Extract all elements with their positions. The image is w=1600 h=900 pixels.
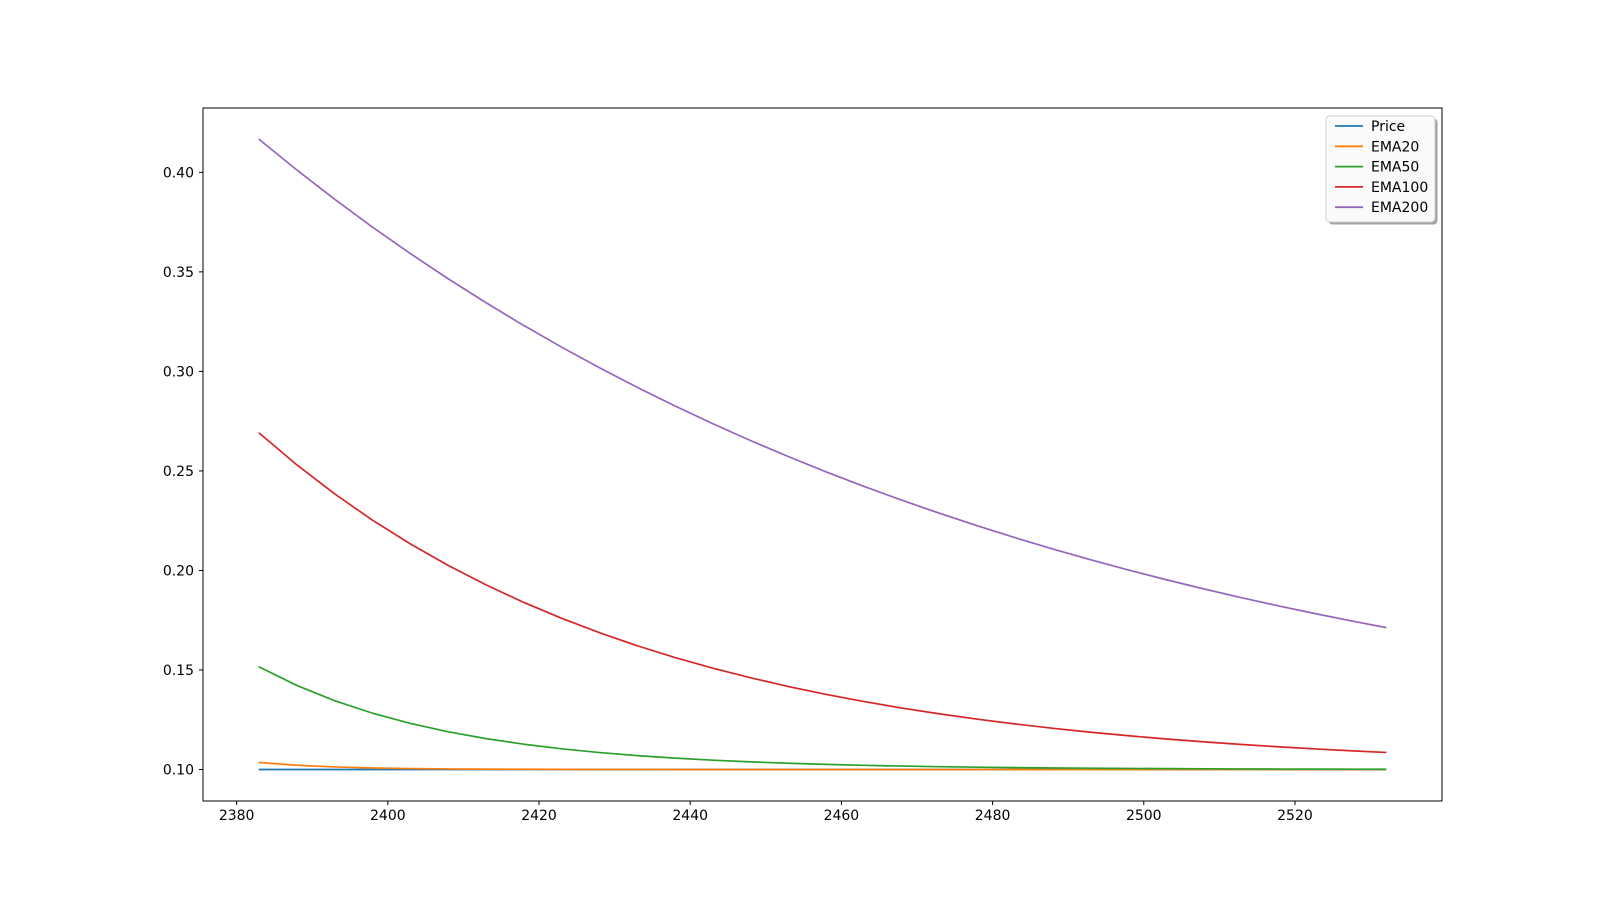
x-tick-label-2400: 2400 <box>370 808 406 824</box>
y-tick-label-0.25: 0.25 <box>163 464 194 480</box>
series-line-ema200 <box>258 138 1387 629</box>
legend-label-ema20: EMA20 <box>1371 139 1419 155</box>
y-tick-label-0.35: 0.35 <box>163 265 194 281</box>
legend-label-price: Price <box>1371 119 1405 135</box>
legend-label-ema100: EMA100 <box>1371 180 1428 196</box>
series-line-ema100 <box>258 432 1387 754</box>
x-tick-label-2440: 2440 <box>672 808 708 824</box>
x-tick-label-2380: 2380 <box>219 808 255 824</box>
y-tick-label-0.10: 0.10 <box>163 763 194 779</box>
legend-label-ema200: EMA200 <box>1371 200 1428 216</box>
y-tick-label-0.15: 0.15 <box>163 663 194 679</box>
y-tick-label-0.40: 0.40 <box>163 165 194 181</box>
x-tick-label-2460: 2460 <box>824 808 860 824</box>
x-tick-label-2420: 2420 <box>521 808 557 824</box>
y-tick-label-0.30: 0.30 <box>163 364 194 380</box>
legend-label-ema50: EMA50 <box>1371 160 1419 176</box>
x-tick-label-2500: 2500 <box>1126 808 1162 824</box>
plot-area-background <box>203 108 1442 801</box>
series-line-ema50 <box>258 666 1387 771</box>
plot-border <box>202 107 1443 802</box>
legend-frame <box>1325 115 1436 223</box>
x-tick-label-2520: 2520 <box>1277 808 1313 824</box>
y-tick-label-0.20: 0.20 <box>163 563 194 579</box>
x-tick-label-2480: 2480 <box>975 808 1011 824</box>
